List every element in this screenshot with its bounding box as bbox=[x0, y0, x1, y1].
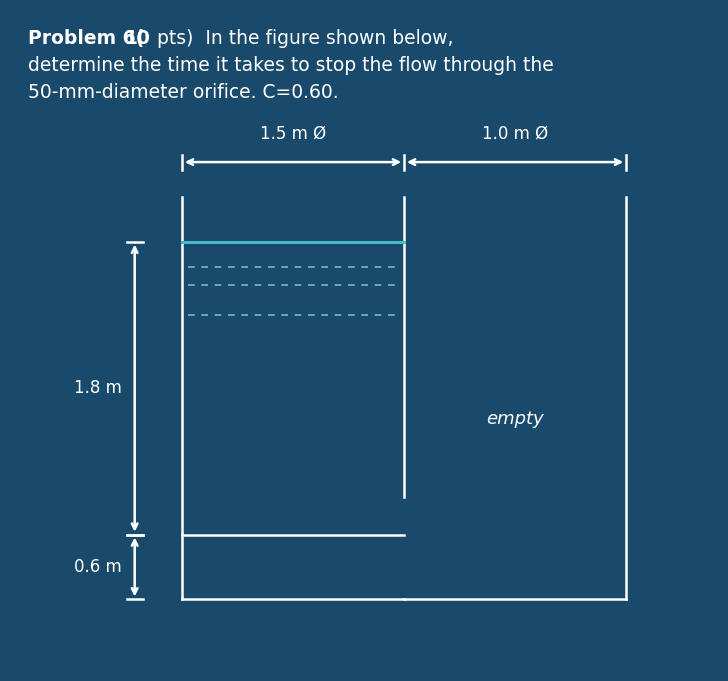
Text: 1.5 m Ø: 1.5 m Ø bbox=[260, 125, 326, 143]
Text: 1.8 m: 1.8 m bbox=[74, 379, 122, 397]
Text: 0.6 m: 0.6 m bbox=[74, 558, 122, 576]
Text: determine the time it takes to stop the flow through the: determine the time it takes to stop the … bbox=[28, 56, 553, 75]
Text: pts)  In the figure shown below,: pts) In the figure shown below, bbox=[151, 29, 454, 48]
Text: 50-mm-diameter orifice. C=0.60.: 50-mm-diameter orifice. C=0.60. bbox=[28, 83, 339, 102]
Text: 10: 10 bbox=[125, 29, 151, 48]
Text: 1.0 m Ø: 1.0 m Ø bbox=[482, 125, 548, 143]
Text: Problem 6(: Problem 6( bbox=[28, 29, 144, 48]
Text: empty: empty bbox=[486, 410, 544, 428]
